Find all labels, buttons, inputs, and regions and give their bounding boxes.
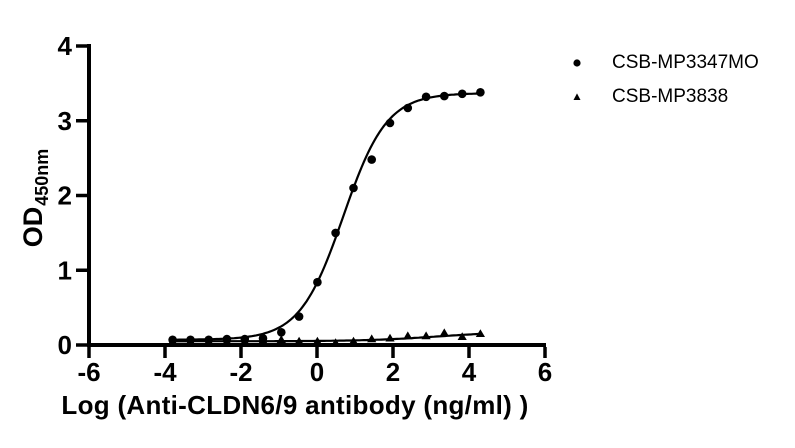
data-point-circle (331, 228, 340, 238)
circle-marker-icon (573, 58, 581, 67)
data-point-triangle (475, 329, 485, 337)
legend-item: CSB-MP3838 (570, 86, 759, 107)
data-point-circle (385, 118, 395, 128)
data-point-circle (367, 155, 377, 164)
y-axis-title-subscript: 450nm (32, 148, 52, 206)
data-point-triangle (385, 333, 395, 342)
data-point-circle (349, 183, 358, 193)
y-tick-label: 1 (58, 255, 72, 285)
legend-label: CSB-MP3347MO (612, 51, 759, 73)
data-point-circle (313, 277, 322, 287)
triangle-marker-icon (573, 92, 581, 100)
y-tick-label: 2 (58, 181, 72, 211)
data-point-triangle (185, 336, 196, 345)
x-tick-label: 2 (386, 357, 400, 387)
data-point-triangle (240, 336, 250, 345)
x-tick-label: 0 (310, 357, 324, 387)
x-tick-label: 4 (462, 357, 477, 387)
x-tick-label: -6 (77, 357, 100, 387)
fit-curve-CSB-MP3347MO (172, 92, 481, 341)
data-point-triangle (457, 332, 467, 340)
data-point-circle (277, 328, 286, 337)
data-point-triangle (204, 336, 214, 345)
data-point-triangle (312, 336, 322, 345)
data-point-triangle (331, 338, 341, 346)
x-axis-title: Log (Anti-CLDN6/9 antibody (ng/ml) ) (61, 390, 529, 420)
fit-curve-CSB-MP3838 (172, 332, 481, 343)
y-tick-label: 4 (58, 31, 73, 61)
data-point-triangle (294, 336, 304, 345)
data-point-triangle (439, 328, 449, 337)
y-axis-title: OD450nm (14, 122, 52, 274)
data-point-circle (294, 312, 304, 321)
data-point-circle (440, 91, 449, 101)
data-point-triangle (168, 336, 178, 345)
legend-label: CSB-MP3838 (612, 85, 729, 107)
x-tick-label: -2 (229, 357, 252, 387)
x-tick-label: 6 (538, 357, 552, 387)
data-point-triangle (367, 334, 377, 343)
data-point-circle (476, 88, 485, 97)
data-point-triangle (222, 336, 232, 345)
data-point-triangle (276, 335, 286, 343)
data-point-circle (403, 103, 413, 113)
y-tick-label: 3 (58, 106, 72, 136)
data-point-triangle (258, 335, 268, 344)
x-tick-label: -4 (153, 357, 177, 387)
data-point-triangle (421, 331, 431, 340)
legend-item: CSB-MP3347MO (570, 52, 759, 73)
data-point-circle (421, 92, 431, 102)
data-point-circle (457, 89, 467, 99)
y-axis-title-main: OD (18, 206, 48, 248)
data-point-triangle (403, 331, 413, 340)
data-point-triangle (348, 336, 359, 345)
legend: CSB-MP3347MO CSB-MP3838 (570, 52, 759, 107)
y-tick-label: 0 (58, 330, 72, 360)
